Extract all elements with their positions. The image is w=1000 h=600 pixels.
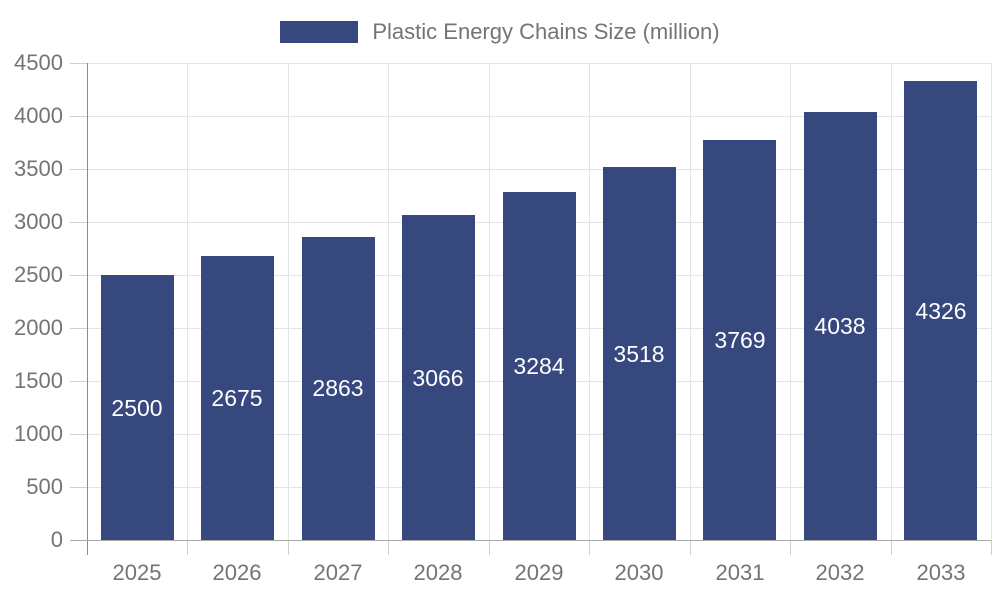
y-axis-tick [70, 169, 87, 170]
bar-value-label: 2500 [111, 395, 163, 421]
bar-value-label: 4038 [814, 313, 866, 339]
x-axis-tick-label: 2028 [413, 560, 463, 585]
y-axis-tick [70, 487, 87, 488]
bar-value-label: 3518 [613, 341, 665, 367]
y-axis-tick-label: 4500 [14, 50, 63, 75]
x-axis-tick [891, 540, 892, 555]
y-axis-tick-label: 3000 [14, 209, 63, 234]
x-axis-tick [187, 540, 188, 555]
gridline-vertical [991, 63, 992, 540]
x-axis-tick-label: 2032 [815, 560, 865, 585]
x-axis-tick-label: 2026 [212, 560, 262, 585]
bar-value-label: 3066 [412, 365, 464, 391]
y-axis-tick-label: 0 [50, 527, 63, 552]
bar-value-label: 4326 [915, 298, 967, 324]
y-axis-tick-label: 2500 [14, 262, 63, 287]
y-axis-tick [70, 222, 87, 223]
y-axis-tick [70, 328, 87, 329]
x-axis-line [70, 540, 991, 541]
x-axis-tick-label: 2025 [112, 560, 162, 585]
gridline-vertical [790, 63, 791, 540]
x-axis-tick-label: 2029 [514, 560, 564, 585]
y-axis-tick [70, 63, 87, 64]
bar[interactable] [503, 192, 576, 540]
y-axis-tick [70, 434, 87, 435]
y-axis-tick-label: 2000 [14, 315, 63, 340]
x-axis-tick [790, 540, 791, 555]
x-axis-tick [388, 540, 389, 555]
x-axis-tick [288, 540, 289, 555]
legend-swatch [280, 21, 359, 43]
gridline-vertical [690, 63, 691, 540]
bar[interactable] [402, 215, 475, 540]
gridline-vertical [891, 63, 892, 540]
x-axis-tick [690, 540, 691, 555]
gridline-vertical [589, 63, 590, 540]
x-axis-tick-label: 2030 [614, 560, 664, 585]
bar-value-label: 3284 [513, 353, 565, 379]
y-axis-tick [70, 275, 87, 276]
gridline-vertical [489, 63, 490, 540]
bar-value-label: 3769 [714, 327, 766, 353]
x-axis-tick-label: 2027 [313, 560, 363, 585]
x-axis-tick [589, 540, 590, 555]
x-axis-tick-label: 2031 [715, 560, 765, 585]
y-axis-line [87, 63, 88, 555]
y-axis-tick-label: 1000 [14, 421, 63, 446]
x-axis-tick [489, 540, 490, 555]
y-axis-tick-label: 500 [26, 474, 63, 499]
gridline-horizontal [87, 116, 991, 117]
y-axis-tick-label: 4000 [14, 103, 63, 128]
x-axis-tick-label: 2033 [916, 560, 966, 585]
bar-value-label: 2675 [211, 385, 263, 411]
y-axis-tick-label: 1500 [14, 368, 63, 393]
y-axis-tick [70, 381, 87, 382]
bar[interactable] [201, 256, 274, 540]
bar[interactable] [101, 275, 174, 540]
bar[interactable] [603, 167, 676, 540]
legend-label: Plastic Energy Chains Size (million) [372, 19, 720, 44]
bar[interactable] [703, 140, 776, 540]
gridline-vertical [388, 63, 389, 540]
bar[interactable] [904, 81, 977, 540]
bar[interactable] [302, 237, 375, 540]
legend[interactable]: Plastic Energy Chains Size (million) [0, 17, 1000, 47]
y-axis-tick [70, 116, 87, 117]
gridline-vertical [288, 63, 289, 540]
y-axis-tick-label: 3500 [14, 156, 63, 181]
gridline-horizontal [87, 169, 991, 170]
gridline-horizontal [87, 63, 991, 64]
x-axis-tick [991, 540, 992, 555]
gridline-vertical [187, 63, 188, 540]
bar[interactable] [804, 112, 877, 540]
bar-value-label: 2863 [312, 375, 364, 401]
